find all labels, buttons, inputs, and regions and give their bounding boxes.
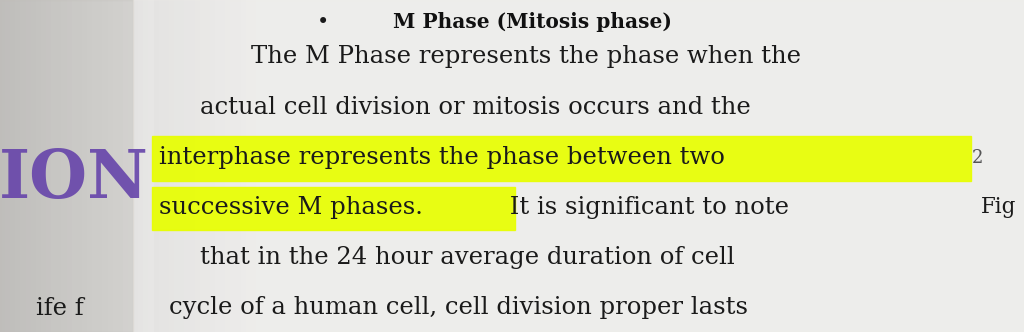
Text: ION: ION bbox=[0, 147, 148, 212]
Bar bbox=[0, 0, 133, 332]
Text: M Phase (Mitosis phase): M Phase (Mitosis phase) bbox=[393, 12, 672, 32]
Text: Fig: Fig bbox=[981, 197, 1017, 218]
Text: ife f: ife f bbox=[36, 297, 84, 320]
Bar bbox=[152, 136, 971, 181]
Text: •: • bbox=[316, 12, 329, 32]
Text: that in the 24 hour average duration of cell: that in the 24 hour average duration of … bbox=[200, 246, 734, 269]
Text: interphase represents the phase between two: interphase represents the phase between … bbox=[159, 146, 725, 169]
Text: cycle of a human cell, cell division proper lasts: cycle of a human cell, cell division pro… bbox=[169, 295, 748, 319]
Text: successive M phases.: successive M phases. bbox=[159, 196, 423, 219]
Text: It is significant to note: It is significant to note bbox=[502, 196, 788, 219]
Text: 2: 2 bbox=[972, 149, 984, 167]
Text: actual cell division or mitosis occurs and the: actual cell division or mitosis occurs a… bbox=[200, 96, 751, 120]
Bar bbox=[152, 187, 515, 230]
Bar bbox=[133, 0, 1024, 332]
Text: The M Phase represents the phase when the: The M Phase represents the phase when th… bbox=[251, 45, 801, 68]
